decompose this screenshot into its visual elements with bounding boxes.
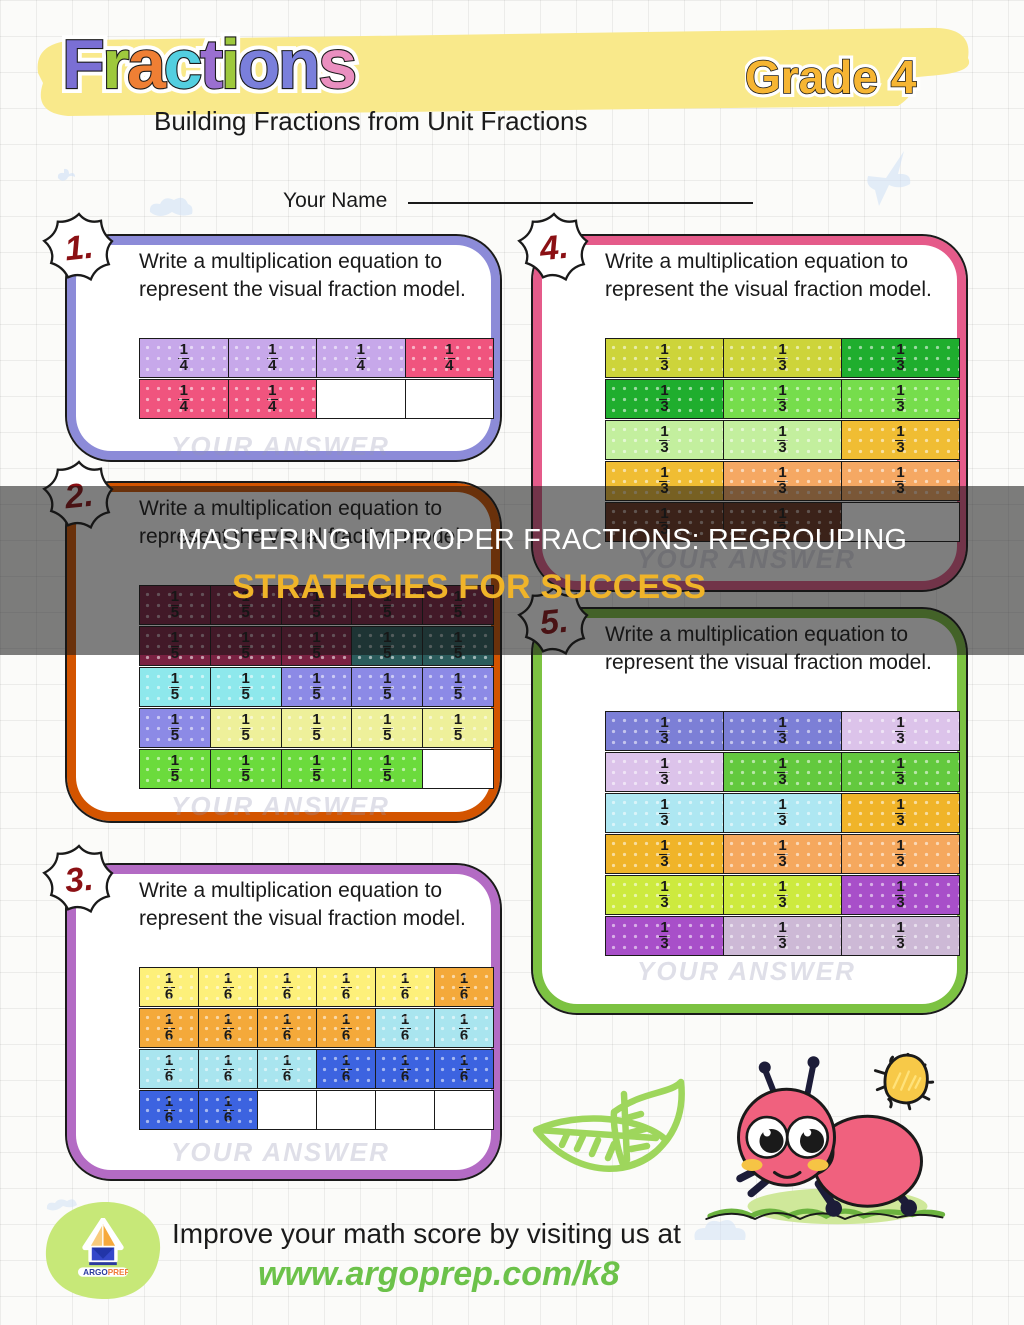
svg-text:4.: 4. [537, 228, 570, 269]
svg-text:ARGOPREP: ARGOPREP [83, 1268, 128, 1277]
svg-text:Fractions: Fractions [62, 25, 355, 103]
svg-text:3.: 3. [63, 860, 95, 901]
svg-text:Grade 4: Grade 4 [745, 51, 917, 103]
svg-text:1.: 1. [63, 228, 95, 269]
